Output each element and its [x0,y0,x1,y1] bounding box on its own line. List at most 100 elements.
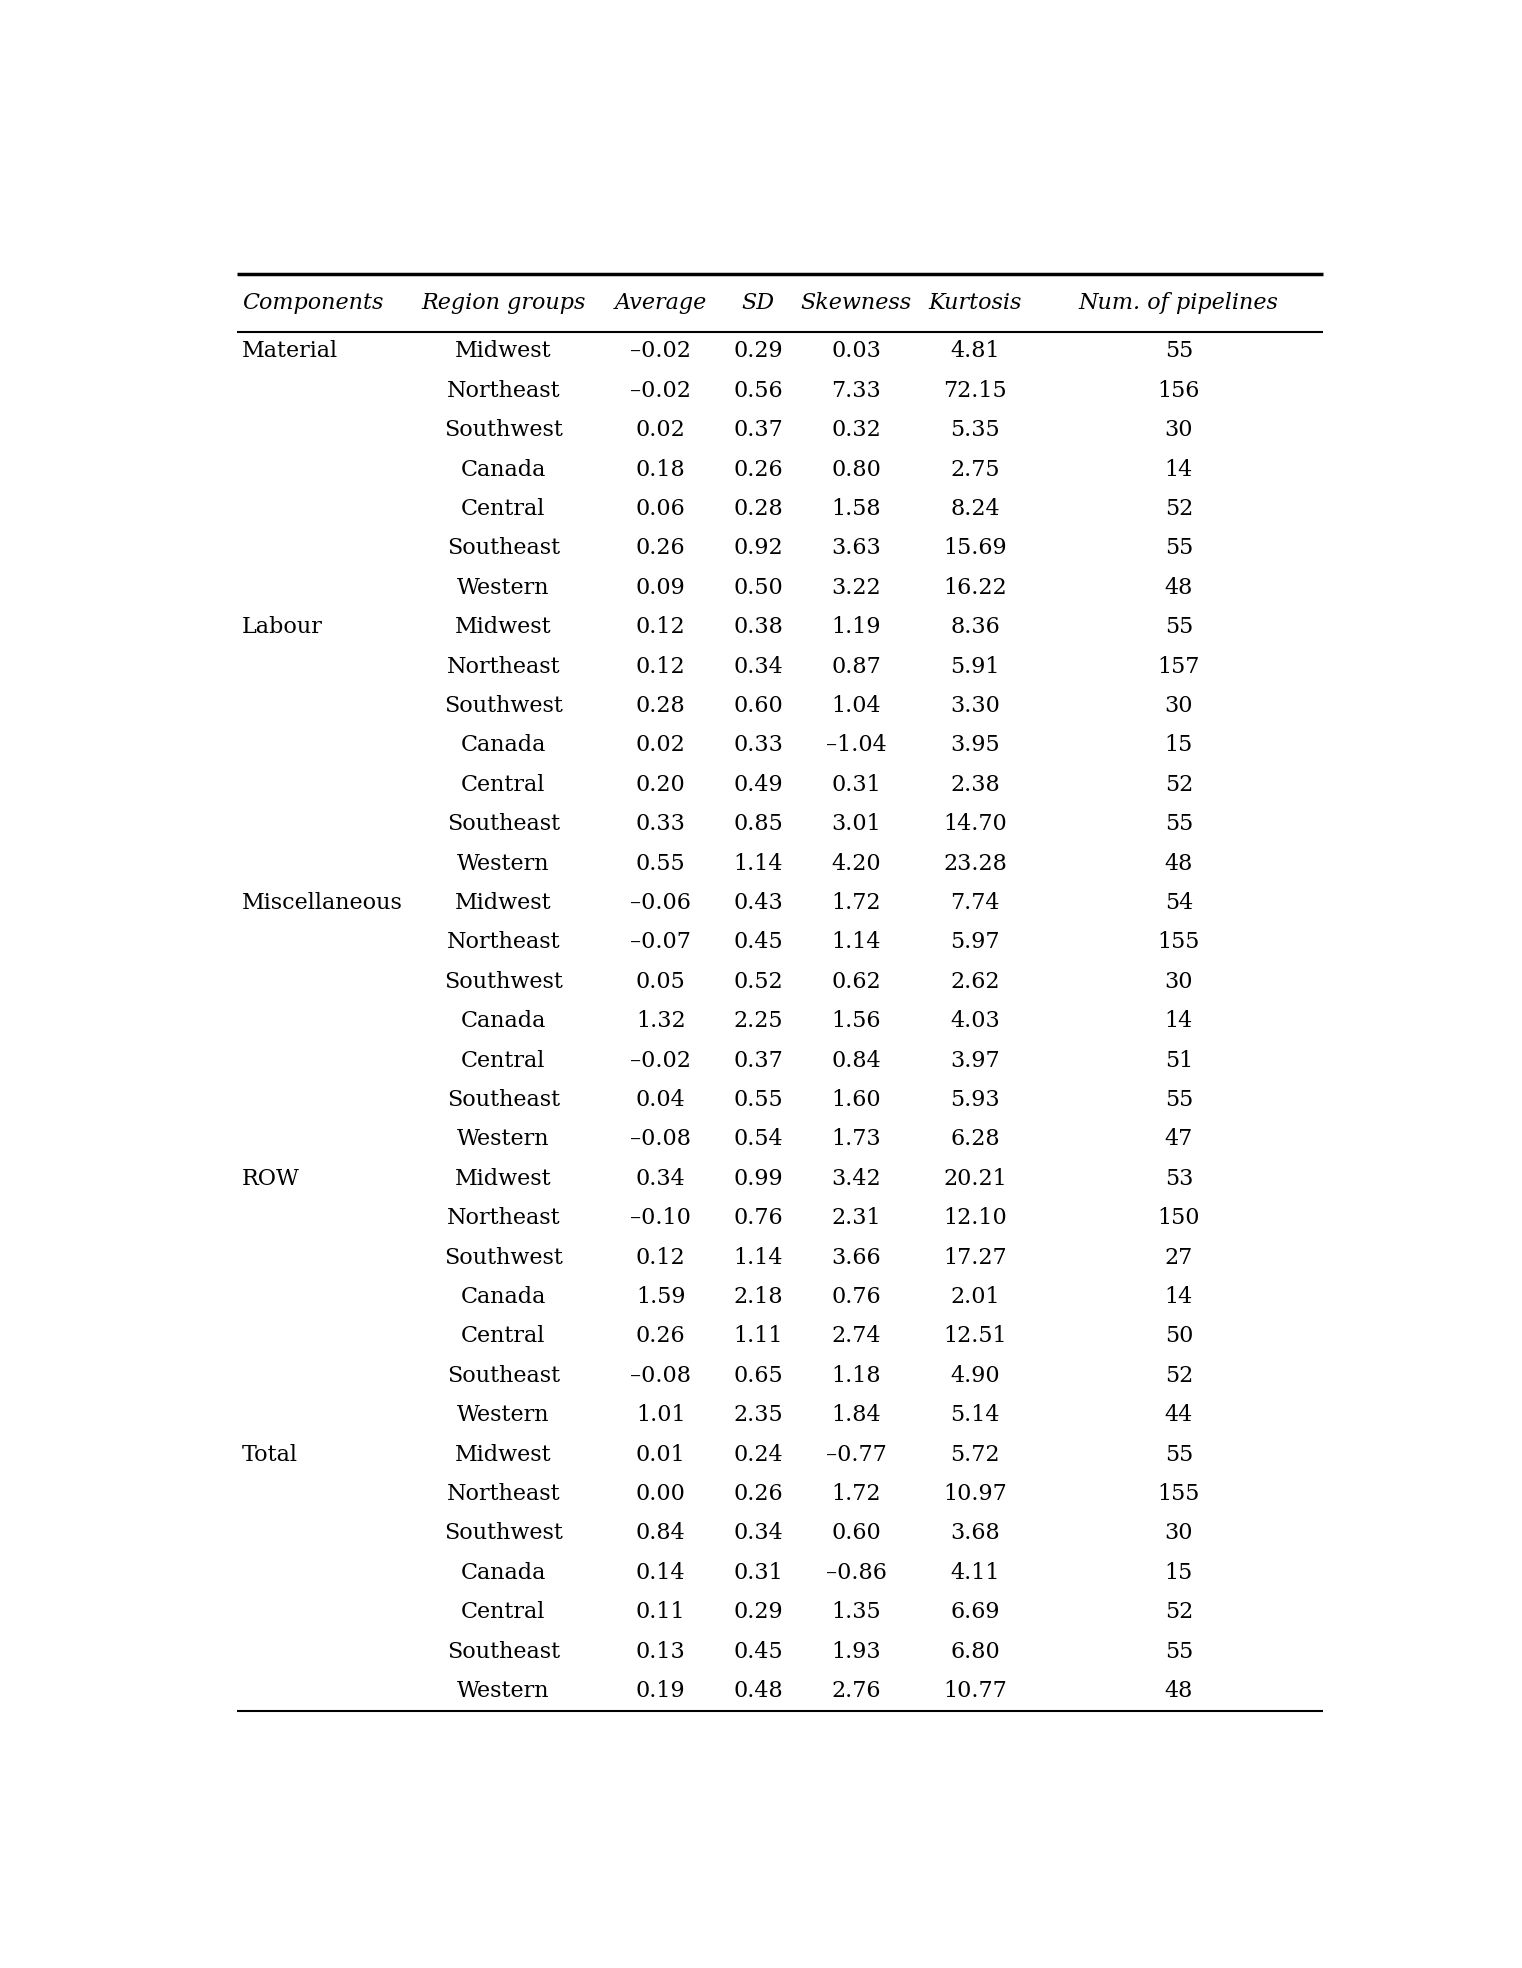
Text: 0.29: 0.29 [734,340,784,362]
Text: 12.51: 12.51 [944,1324,1008,1348]
Text: 2.76: 2.76 [831,1681,881,1702]
Text: Northeast: Northeast [446,655,560,677]
Text: 53: 53 [1164,1167,1193,1191]
Text: 0.34: 0.34 [636,1167,685,1191]
Text: 0.12: 0.12 [636,655,685,677]
Text: Southwest: Southwest [444,1523,563,1545]
Text: 0.38: 0.38 [734,616,784,638]
Text: 30: 30 [1164,970,1193,992]
Text: Canada: Canada [461,459,546,480]
Text: 4.81: 4.81 [951,340,1000,362]
Text: 10.77: 10.77 [944,1681,1008,1702]
Text: 15.69: 15.69 [944,537,1008,559]
Text: 0.60: 0.60 [734,695,784,716]
Text: 0.18: 0.18 [636,459,685,480]
Text: 8.36: 8.36 [950,616,1000,638]
Text: 155: 155 [1158,931,1199,953]
Text: Total: Total [242,1443,298,1466]
Text: ROW: ROW [242,1167,300,1191]
Text: 55: 55 [1164,1088,1193,1110]
Text: 0.33: 0.33 [734,734,784,756]
Text: 0.45: 0.45 [734,1641,784,1663]
Text: 0.80: 0.80 [831,459,881,480]
Text: 1.32: 1.32 [636,1010,685,1031]
Text: 0.45: 0.45 [734,931,784,953]
Text: 0.56: 0.56 [734,380,784,401]
Text: 0.26: 0.26 [636,537,685,559]
Text: 1.18: 1.18 [831,1364,881,1387]
Text: Southwest: Southwest [444,970,563,992]
Text: –0.08: –0.08 [630,1128,691,1151]
Text: 55: 55 [1164,537,1193,559]
Text: 0.99: 0.99 [734,1167,784,1191]
Text: 2.18: 2.18 [734,1285,784,1309]
Text: Midwest: Midwest [455,340,551,362]
Text: 1.58: 1.58 [831,498,881,520]
Text: 0.52: 0.52 [734,970,784,992]
Text: 0.55: 0.55 [636,852,685,874]
Text: Components: Components [242,291,384,313]
Text: 23.28: 23.28 [944,852,1008,874]
Text: Western: Western [457,577,549,598]
Text: 12.10: 12.10 [944,1206,1008,1230]
Text: 0.34: 0.34 [734,655,784,677]
Text: 0.19: 0.19 [636,1681,685,1702]
Text: 44: 44 [1164,1403,1193,1427]
Text: 6.80: 6.80 [950,1641,1000,1663]
Text: 157: 157 [1158,655,1199,677]
Text: 0.31: 0.31 [831,773,881,795]
Text: 0.54: 0.54 [734,1128,784,1151]
Text: 1.14: 1.14 [734,852,784,874]
Text: 1.72: 1.72 [831,1484,881,1506]
Text: Miscellaneous: Miscellaneous [242,892,403,913]
Text: –0.02: –0.02 [630,1049,691,1071]
Text: Kurtosis: Kurtosis [928,291,1023,313]
Text: 55: 55 [1164,1443,1193,1466]
Text: Region groups: Region groups [422,291,586,313]
Text: 0.49: 0.49 [734,773,784,795]
Text: Southeast: Southeast [447,813,560,834]
Text: 0.37: 0.37 [734,1049,784,1071]
Text: 2.75: 2.75 [951,459,1000,480]
Text: 5.14: 5.14 [951,1403,1000,1427]
Text: 0.09: 0.09 [636,577,685,598]
Text: 3.66: 3.66 [831,1246,881,1269]
Text: 48: 48 [1164,577,1193,598]
Text: 2.74: 2.74 [831,1324,881,1348]
Text: 0.28: 0.28 [636,695,685,716]
Text: 0.76: 0.76 [831,1285,881,1309]
Text: Canada: Canada [461,1010,546,1031]
Text: 5.97: 5.97 [951,931,1000,953]
Text: 0.01: 0.01 [636,1443,685,1466]
Text: 15: 15 [1164,1563,1193,1584]
Text: 1.11: 1.11 [734,1324,784,1348]
Text: 0.03: 0.03 [831,340,881,362]
Text: 1.60: 1.60 [831,1088,881,1110]
Text: 1.01: 1.01 [636,1403,685,1427]
Text: 30: 30 [1164,695,1193,716]
Text: Material: Material [242,340,338,362]
Text: 5.91: 5.91 [951,655,1000,677]
Text: –0.02: –0.02 [630,380,691,401]
Text: –0.07: –0.07 [630,931,691,953]
Text: 52: 52 [1164,773,1193,795]
Text: 2.31: 2.31 [831,1206,881,1230]
Text: 3.42: 3.42 [831,1167,881,1191]
Text: 1.72: 1.72 [831,892,881,913]
Text: 4.03: 4.03 [950,1010,1000,1031]
Text: 2.62: 2.62 [951,970,1000,992]
Text: 2.01: 2.01 [951,1285,1000,1309]
Text: 4.11: 4.11 [951,1563,1000,1584]
Text: –1.04: –1.04 [825,734,886,756]
Text: 72.15: 72.15 [944,380,1008,401]
Text: 0.62: 0.62 [831,970,881,992]
Text: 0.84: 0.84 [636,1523,685,1545]
Text: 4.90: 4.90 [951,1364,1000,1387]
Text: Southeast: Southeast [447,537,560,559]
Text: 150: 150 [1158,1206,1199,1230]
Text: Southwest: Southwest [444,419,563,441]
Text: 0.31: 0.31 [734,1563,784,1584]
Text: 0.26: 0.26 [734,459,784,480]
Text: 0.33: 0.33 [636,813,685,834]
Text: Southwest: Southwest [444,695,563,716]
